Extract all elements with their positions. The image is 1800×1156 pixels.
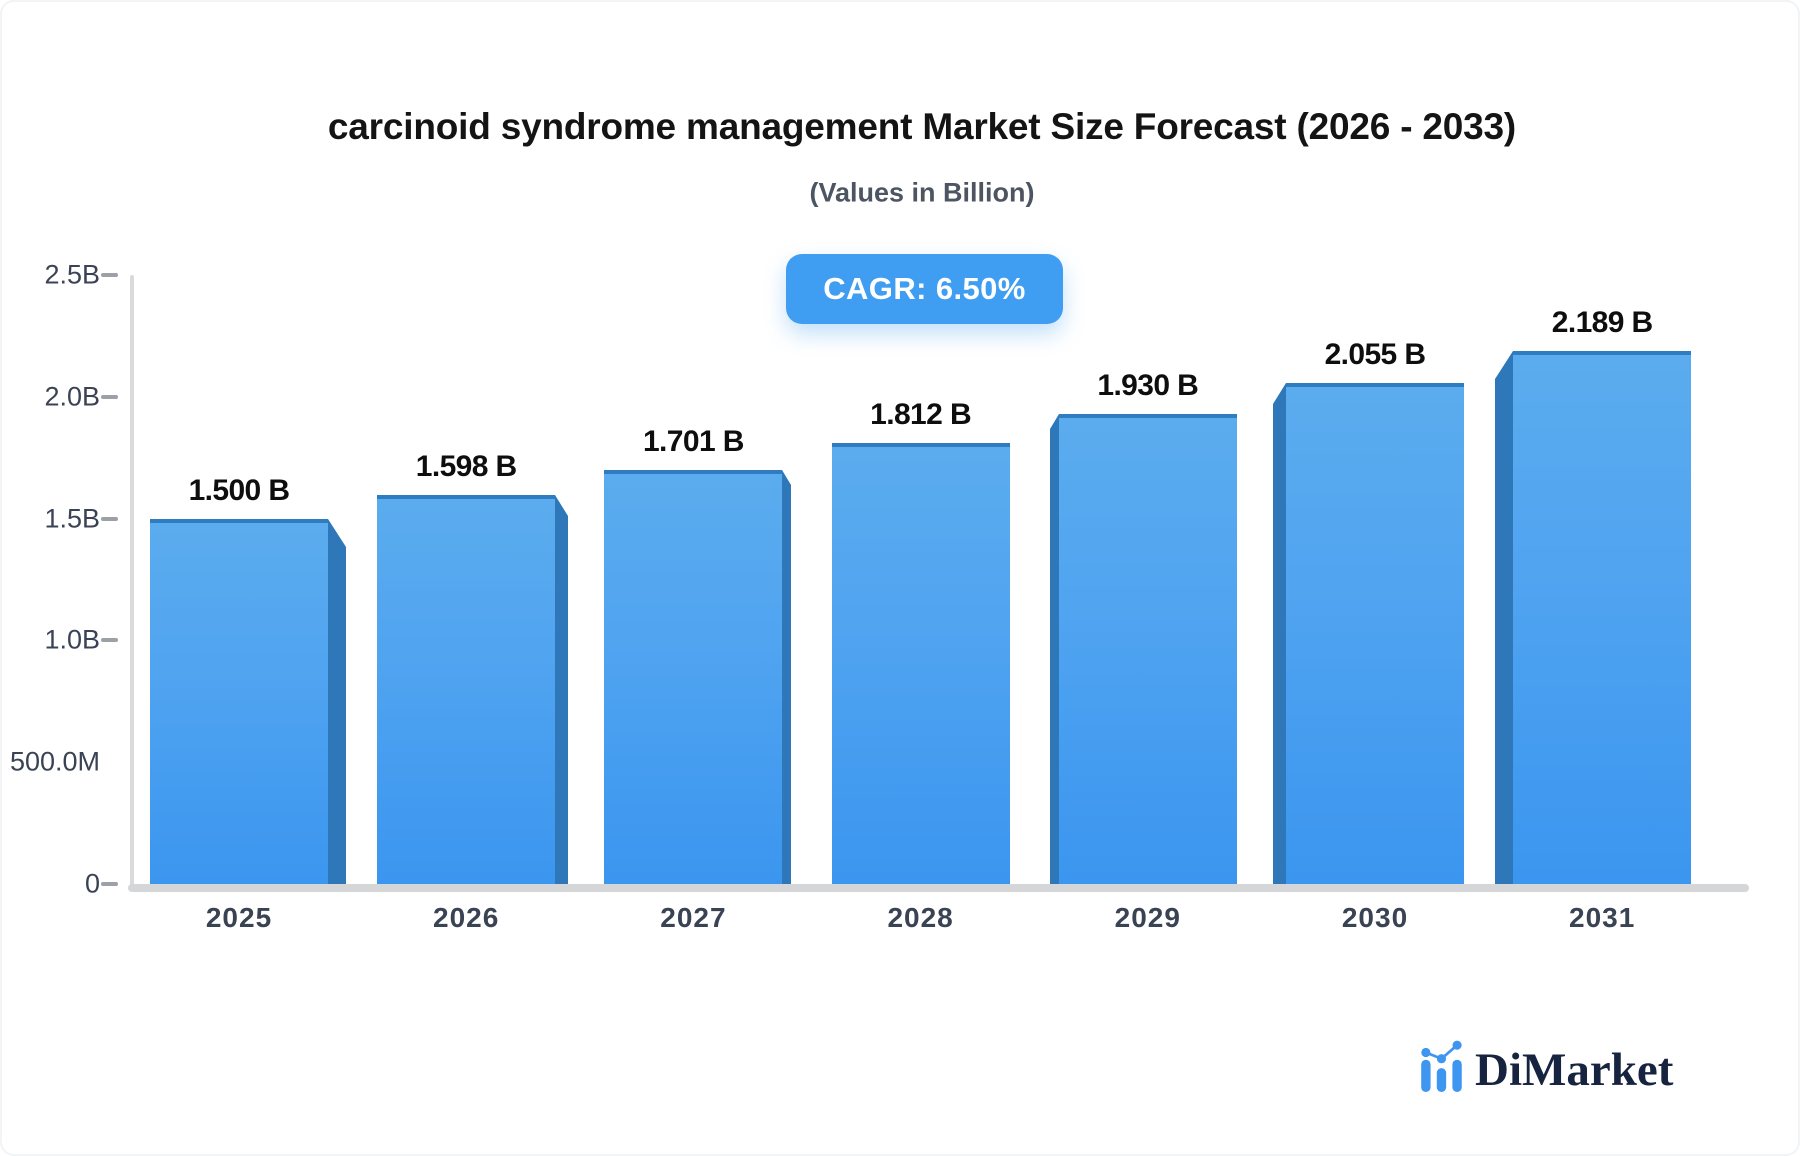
chart-title: carcinoid syndrome management Market Siz… <box>327 106 1517 147</box>
chart-subtitle: (Values in Billion) <box>809 177 1035 208</box>
y-axis-tick <box>101 516 118 521</box>
bar-2031 <box>1513 351 1691 884</box>
bar-line-chart-icon <box>1421 1040 1462 1092</box>
bar-2025-value-label: 1.500 B <box>188 474 290 507</box>
y-axis-tick <box>101 394 118 399</box>
y-axis-label: 500.0M <box>9 746 100 777</box>
bar-2029 <box>1059 414 1237 884</box>
y-axis-line <box>130 275 134 886</box>
bar-2029-value-label: 1.930 B <box>1097 369 1199 402</box>
bar-2026-side <box>555 495 568 884</box>
bar-2028-value-label: 1.812 B <box>870 398 972 431</box>
bar-2030-side <box>1273 383 1286 884</box>
y-axis-label: 2.0B <box>44 381 100 412</box>
x-axis-label: 2030 <box>1341 902 1409 933</box>
bar-2030 <box>1286 383 1464 884</box>
x-axis-label: 2029 <box>1114 902 1181 933</box>
x-axis-label: 2025 <box>205 902 273 933</box>
bar-2028 <box>832 443 1010 884</box>
y-axis-label: 1.5B <box>44 503 100 534</box>
dimarket-logo-text: DiMarket <box>1475 1044 1674 1096</box>
bar-2031-side <box>1495 351 1513 884</box>
y-axis-tick <box>101 273 118 277</box>
bar-2031-value-label: 2.189 B <box>1551 306 1653 339</box>
x-axis-label: 2028 <box>887 902 954 933</box>
y-axis-tick <box>101 638 118 643</box>
y-axis-label: 1.0B <box>44 624 100 655</box>
bar-2027 <box>604 470 782 884</box>
x-axis-baseline <box>128 884 1749 892</box>
bar-2026 <box>377 495 555 884</box>
bar-2025-side <box>328 519 346 884</box>
bar-2026-value-label: 1.598 B <box>415 450 517 483</box>
y-axis-label: 2.5B <box>44 259 100 290</box>
x-axis-label: 2031 <box>1569 902 1636 933</box>
bar-2027-value-label: 1.701 B <box>642 425 744 458</box>
cagr-badge-label: CAGR: 6.50% <box>823 271 1026 306</box>
x-axis-label: 2027 <box>660 902 727 933</box>
cagr-badge: CAGR: 6.50% <box>786 254 1063 324</box>
bar-2025 <box>150 519 328 884</box>
x-axis-label: 2026 <box>433 902 500 933</box>
bar-2027-side <box>782 470 791 884</box>
bar-2029-side <box>1050 414 1059 884</box>
y-axis-label: 0 <box>84 868 100 899</box>
y-axis-tick <box>101 882 118 886</box>
bar-2030-value-label: 2.055 B <box>1324 338 1426 371</box>
dimarket-logo: DiMarket <box>1421 1040 1673 1097</box>
